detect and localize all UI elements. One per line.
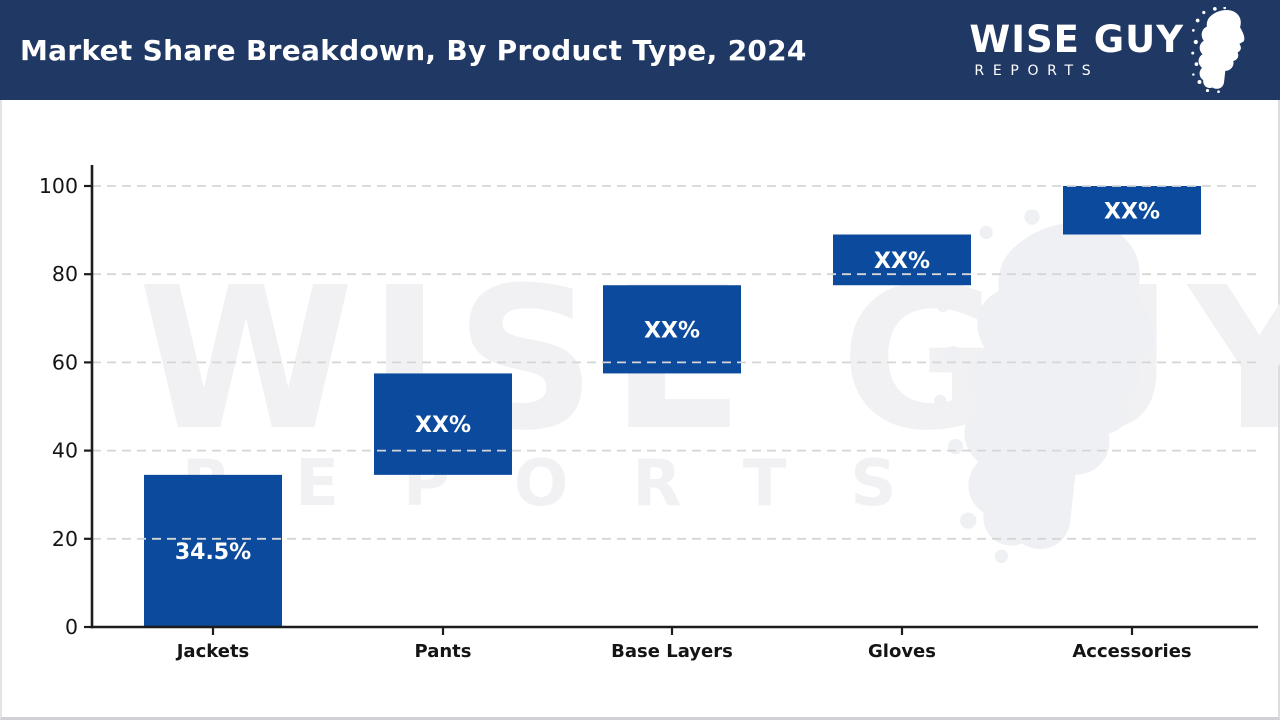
y-tick-label: 0 (65, 615, 78, 639)
x-category-label: Jackets (175, 641, 250, 662)
brand-text: WISE GUY REPORTS (969, 21, 1184, 79)
bar-segment (603, 285, 741, 374)
brand-name: WISE GUY (969, 18, 1184, 61)
brand-subtitle: REPORTS (974, 63, 1100, 79)
bar-value-label: XX% (644, 318, 700, 343)
bar-value-label: XX% (874, 249, 930, 274)
brand-logo: WISE GUY REPORTS (969, 7, 1254, 93)
page-title: Market Share Breakdown, By Product Type,… (20, 33, 807, 67)
bar-value-label: 34.5% (175, 540, 251, 565)
y-tick-label: 60 (52, 350, 78, 374)
x-category-label: Gloves (868, 641, 936, 662)
y-tick-label: 80 (52, 262, 78, 286)
wise-guy-face-icon (1191, 7, 1245, 93)
watermark-face-icon (934, 209, 1155, 563)
bar-segment (833, 234, 971, 286)
x-category-label: Accessories (1072, 641, 1191, 662)
bar-segment (1063, 186, 1201, 235)
x-category-label: Pants (415, 641, 472, 662)
y-tick-label: 20 (52, 527, 78, 551)
bar-value-label: XX% (415, 413, 471, 438)
y-tick-label: 100 (39, 174, 78, 198)
bar-segment (374, 373, 512, 475)
y-tick-label: 40 (52, 439, 78, 463)
bar-value-label: XX% (1104, 199, 1160, 224)
waterfall-chart: 0 20 40 60 80 100 Jackets Pants Base Layers Glove… (39, 165, 1258, 662)
x-category-label: Base Layers (611, 641, 733, 662)
watermark-text-2: REPORTS (182, 447, 961, 521)
header: Market Share Breakdown, By Product Type,… (0, 0, 1280, 100)
chart-area: WISE GUY REPORTS 020406080100JacketsPant… (0, 100, 1280, 720)
bar-segment (144, 474, 282, 627)
